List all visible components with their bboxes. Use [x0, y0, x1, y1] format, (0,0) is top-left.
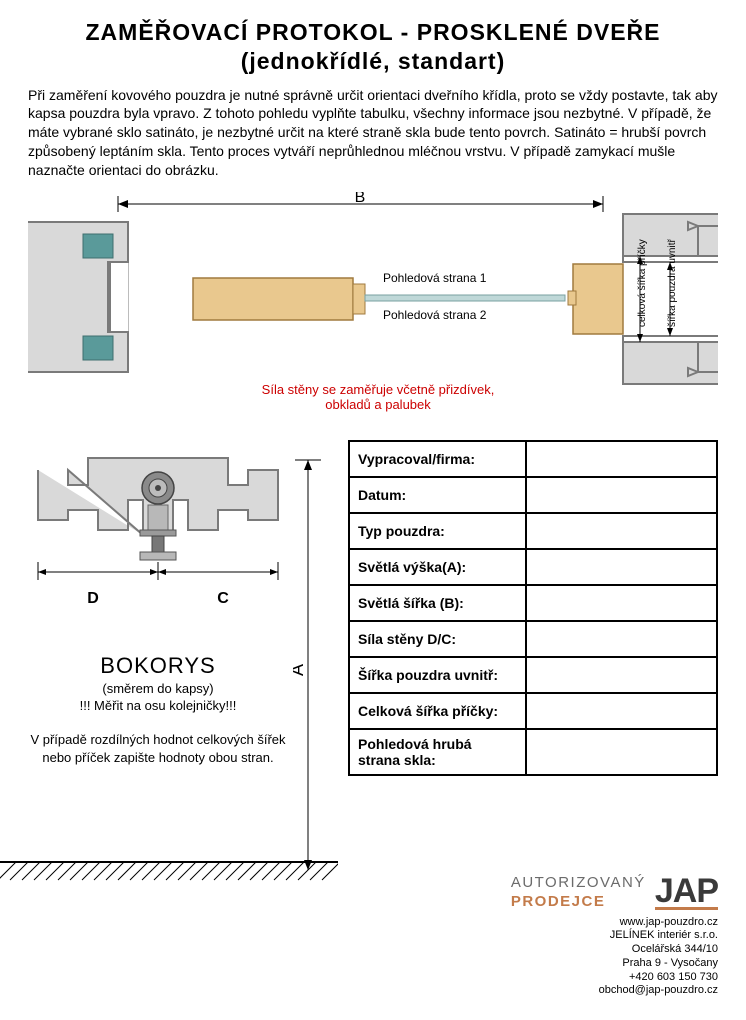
- authorized-dealer-badge: AUTORIZOVANÝ PRODEJCE: [511, 874, 646, 912]
- title-line2: (jednokřídlé, standart): [28, 47, 718, 76]
- title-line1: ZAMĚŘOVACÍ PROTOKOL - PROSKLENÉ DVEŘE: [28, 18, 718, 47]
- footer-street: Ocelářská 344/10: [511, 943, 718, 957]
- intro-paragraph: Při zaměření kovového pouzdra je nutné s…: [28, 86, 718, 180]
- plan-view-diagram: B Pohledová strana 1 Pohledová strana 2: [28, 192, 718, 412]
- bokorys-sub: (směrem do kapsy): [28, 681, 288, 696]
- form-label: Síla stěny D/C:: [349, 621, 526, 657]
- dim-a-label: A: [293, 664, 307, 676]
- form-label: Světlá šířka (B):: [349, 585, 526, 621]
- form-label: Šířka pouzdra uvnitř:: [349, 657, 526, 693]
- form-val[interactable]: [526, 621, 717, 657]
- vdim-label-2: šířka pouzdra uvnitř: [667, 238, 678, 326]
- dim-a-svg: A: [293, 450, 323, 890]
- form-label: Vypracoval/firma:: [349, 441, 526, 477]
- left-wall: [28, 222, 128, 372]
- bokorys-block: BOKORYS (směrem do kapsy) !!! Měřit na o…: [28, 653, 288, 766]
- red-note: Síla stěny se zaměřuje včetně přizdívek,…: [238, 382, 518, 412]
- view-side-2: Pohledová strana 2: [383, 308, 487, 322]
- cross-section-svg: [28, 440, 288, 580]
- form-val[interactable]: [526, 549, 717, 585]
- bokorys-warn: !!! Měřit na osu kolejničky!!!: [28, 698, 288, 713]
- dim-d-label: D: [28, 590, 158, 608]
- footer-company: JELÍNEK interiér s.r.o.: [511, 929, 718, 943]
- door-panel: [193, 278, 565, 320]
- page-title: ZAMĚŘOVACÍ PROTOKOL - PROSKLENÉ DVEŘE (j…: [28, 18, 718, 76]
- form-label: Světlá výška(A):: [349, 549, 526, 585]
- form-label: Celková šířka příčky:: [349, 693, 526, 729]
- footer: AUTORIZOVANÝ PRODEJCE JAP www.jap-pouzdr…: [511, 874, 718, 998]
- dim-b-label: B: [355, 192, 366, 206]
- dc-labels: D C: [28, 585, 288, 613]
- form-val[interactable]: [526, 729, 717, 775]
- form-val[interactable]: [526, 657, 717, 693]
- bokorys-note2: V případě rozdílných hodnot celkových ší…: [28, 731, 288, 766]
- form-label: Datum:: [349, 477, 526, 513]
- vdim-label-1: celková šířka příčky: [637, 239, 648, 327]
- form-val[interactable]: [526, 477, 717, 513]
- jap-logo: JAP: [655, 876, 718, 910]
- footer-email: obchod@jap-pouzdro.cz: [511, 984, 718, 998]
- dim-c-label: C: [158, 590, 288, 608]
- form-val[interactable]: [526, 513, 717, 549]
- measurement-form: Vypracoval/firma: Datum: Typ pouzdra: Sv…: [348, 440, 718, 776]
- form-val[interactable]: [526, 585, 717, 621]
- form-val[interactable]: [526, 693, 717, 729]
- form-label: Typ pouzdra:: [349, 513, 526, 549]
- footer-city: Praha 9 - Vysočany: [511, 957, 718, 971]
- footer-web: www.jap-pouzdro.cz: [511, 916, 718, 930]
- side-view-column: D C BOKORYS (směrem do kapsy) !!! Měřit …: [28, 440, 338, 776]
- form-column: Vypracoval/firma: Datum: Typ pouzdra: Sv…: [348, 440, 718, 776]
- view-side-1: Pohledová strana 1: [383, 271, 487, 285]
- form-val[interactable]: [526, 441, 717, 477]
- form-label: Pohledová hrubá strana skla:: [349, 729, 526, 775]
- bokorys-title: BOKORYS: [28, 653, 288, 679]
- ground-hatch: [0, 860, 338, 890]
- footer-phone: +420 603 150 730: [511, 971, 718, 985]
